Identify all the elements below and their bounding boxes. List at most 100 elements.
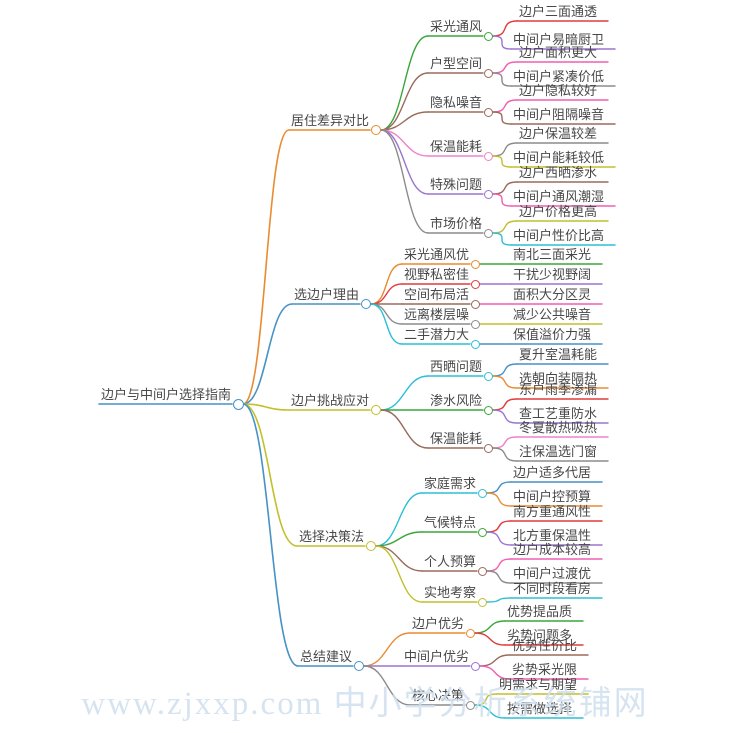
leaf-node-3-2-0[interactable]: 边户成本较高	[511, 542, 593, 558]
leaf-node-2-0-1[interactable]: 选朝向装隔热	[517, 371, 599, 387]
node-label: 居住差异对比	[290, 113, 369, 128]
leaf-node-4-0-0[interactable]: 优势提品质	[505, 604, 574, 620]
sub-bullet-0-5[interactable]	[484, 228, 493, 238]
branch-bullet-0[interactable]	[371, 125, 381, 135]
leaf-node-2-1-0[interactable]: 东户雨季渗漏	[517, 382, 599, 398]
sub-bullet-2-2[interactable]	[484, 443, 493, 453]
sub-bullet-1-2[interactable]	[471, 299, 480, 309]
sub-node-0-2[interactable]: 隐私噪音	[428, 95, 484, 111]
branch-bullet-2[interactable]	[371, 405, 381, 415]
node-label: 边户适多代居	[512, 465, 591, 480]
leaf-node-1-4-0[interactable]: 保值溢价力强	[511, 327, 593, 343]
node-label: 隐私噪音	[429, 95, 482, 110]
sub-node-1-0[interactable]: 采光通风优	[402, 247, 471, 263]
sub-bullet-1-3[interactable]	[471, 319, 480, 329]
leaf-node-0-2-1[interactable]: 中间户阻隔噪音	[511, 107, 606, 123]
leaf-node-2-2-0[interactable]: 冬夏散热吸热	[517, 420, 599, 436]
leaf-node-0-0-1[interactable]: 中间户易暗厨卫	[511, 32, 606, 48]
sub-node-0-5[interactable]: 市场价格	[428, 216, 484, 232]
leaf-node-1-0-0[interactable]: 南北三面采光	[511, 247, 593, 263]
sub-node-1-3[interactable]: 远离楼层噪	[402, 307, 471, 323]
leaf-node-1-1-0[interactable]: 干扰少视野阔	[511, 267, 593, 283]
branch-bullet-4[interactable]	[354, 661, 364, 671]
leaf-node-0-3-1[interactable]: 中间户能耗较低	[511, 150, 606, 166]
sub-node-2-1[interactable]: 渗水风险	[428, 393, 484, 409]
sub-node-0-4[interactable]: 特殊问题	[428, 177, 484, 193]
sub-bullet-3-2[interactable]	[478, 566, 487, 576]
branch-node-2[interactable]: 边户挑战应对	[289, 393, 371, 409]
sub-node-1-4[interactable]: 二手潜力大	[402, 327, 471, 343]
sub-node-4-1[interactable]: 中间户优劣	[402, 649, 471, 665]
node-label: 优势性价比	[511, 638, 577, 653]
leaf-node-3-3-0[interactable]: 不同时段看房	[511, 581, 593, 597]
leaf-node-1-2-0[interactable]: 面积大分区灵	[511, 287, 593, 303]
leaf-node-4-2-0[interactable]: 明需求与期望	[497, 677, 579, 693]
sub-bullet-0-4[interactable]	[484, 189, 493, 199]
leaf-node-2-2-1[interactable]: 注保温选门窗	[517, 444, 599, 460]
branch-bullet-3[interactable]	[366, 541, 376, 551]
sub-bullet-4-1[interactable]	[471, 661, 480, 671]
leaf-node-0-1-1[interactable]: 中间户紧凑价低	[511, 69, 606, 85]
watermark: www.zjxxp.com 中小学分析系统铺网	[81, 686, 649, 722]
sub-node-0-1[interactable]: 户型空间	[428, 56, 484, 72]
sub-bullet-3-0[interactable]	[478, 488, 487, 498]
sub-bullet-3-3[interactable]	[478, 597, 487, 607]
sub-node-0-0[interactable]: 采光通风	[428, 19, 484, 35]
sub-node-3-3[interactable]: 实地考察	[422, 585, 478, 601]
branch-node-1[interactable]: 选边户理由	[292, 287, 361, 303]
leaf-node-4-0-1[interactable]: 劣势问题多	[505, 628, 574, 644]
sub-node-4-0[interactable]: 边户优劣	[410, 616, 466, 632]
leaf-node-4-1-0[interactable]: 优势性价比	[510, 638, 579, 654]
root-bullet[interactable]	[232, 398, 244, 410]
leaf-node-0-4-1[interactable]: 中间户通风潮湿	[511, 189, 606, 205]
node-label: 边户三面通透	[518, 4, 597, 19]
leaf-node-2-0-0[interactable]: 夏升室温耗能	[517, 347, 599, 363]
sub-node-4-2[interactable]: 核心决策	[410, 688, 466, 704]
leaf-node-0-0-0[interactable]: 边户三面通透	[517, 4, 599, 20]
sub-node-3-1[interactable]: 气候特点	[422, 515, 478, 531]
sub-bullet-0-3[interactable]	[484, 151, 493, 161]
leaf-node-1-3-0[interactable]: 减少公共噪音	[511, 307, 593, 323]
node-label: 劣势问题多	[506, 628, 572, 643]
sub-bullet-1-0[interactable]	[471, 259, 480, 269]
branch-bullet-1[interactable]	[361, 299, 371, 309]
sub-node-0-3[interactable]: 保温能耗	[428, 139, 484, 155]
leaf-node-3-1-1[interactable]: 北方重保温性	[511, 528, 593, 544]
leaf-node-0-5-0[interactable]: 边户价格更高	[517, 204, 599, 220]
sub-node-2-2[interactable]: 保温能耗	[428, 431, 484, 447]
leaf-node-4-1-1[interactable]: 劣势采光限	[510, 662, 579, 678]
sub-node-3-0[interactable]: 家庭需求	[422, 476, 478, 492]
sub-bullet-4-0[interactable]	[466, 628, 475, 638]
leaf-node-2-1-1[interactable]: 查工艺重防水	[517, 406, 599, 422]
node-label: 中间户能耗较低	[512, 150, 604, 165]
leaf-node-3-0-0[interactable]: 边户适多代居	[511, 465, 593, 481]
sub-bullet-0-2[interactable]	[484, 107, 493, 117]
leaf-node-3-2-1[interactable]: 中间户过渡优	[511, 566, 593, 582]
leaf-node-0-5-1[interactable]: 中间户性价比高	[511, 228, 606, 244]
branch-node-4[interactable]: 总结建议	[298, 649, 354, 665]
sub-bullet-1-4[interactable]	[471, 339, 480, 349]
leaf-node-0-2-0[interactable]: 边户隐私较好	[517, 83, 599, 99]
leaf-node-0-1-0[interactable]: 边户面积更大	[517, 45, 599, 61]
leaf-node-3-1-0[interactable]: 南方重通风性	[511, 504, 593, 520]
sub-bullet-1-1[interactable]	[471, 279, 480, 289]
node-label: 明需求与期望	[498, 677, 577, 692]
sub-bullet-0-0[interactable]	[484, 31, 493, 41]
sub-bullet-2-1[interactable]	[484, 405, 493, 415]
sub-bullet-0-1[interactable]	[484, 68, 493, 78]
leaf-node-0-4-0[interactable]: 边户西晒渗水	[517, 165, 599, 181]
branch-node-3[interactable]: 选择决策法	[297, 529, 366, 545]
leaf-node-3-0-1[interactable]: 中间户控预算	[511, 489, 593, 505]
branch-node-0[interactable]: 居住差异对比	[289, 113, 371, 129]
sub-node-1-2[interactable]: 空间布局活	[402, 287, 471, 303]
sub-bullet-3-1[interactable]	[478, 527, 487, 537]
sub-node-1-1[interactable]: 视野私密佳	[402, 267, 471, 283]
sub-node-3-2[interactable]: 个人预算	[422, 554, 478, 570]
sub-bullet-4-2[interactable]	[466, 700, 475, 710]
leaf-node-4-2-1[interactable]: 按需做选择	[505, 701, 574, 717]
sub-bullet-2-0[interactable]	[484, 371, 493, 381]
node-label: 边户隐私较好	[518, 83, 597, 98]
root-node[interactable]: 边户与中间户选择指南	[99, 387, 233, 403]
sub-node-2-0[interactable]: 西晒问题	[428, 359, 484, 375]
leaf-node-0-3-0[interactable]: 边户保温较差	[517, 126, 599, 142]
